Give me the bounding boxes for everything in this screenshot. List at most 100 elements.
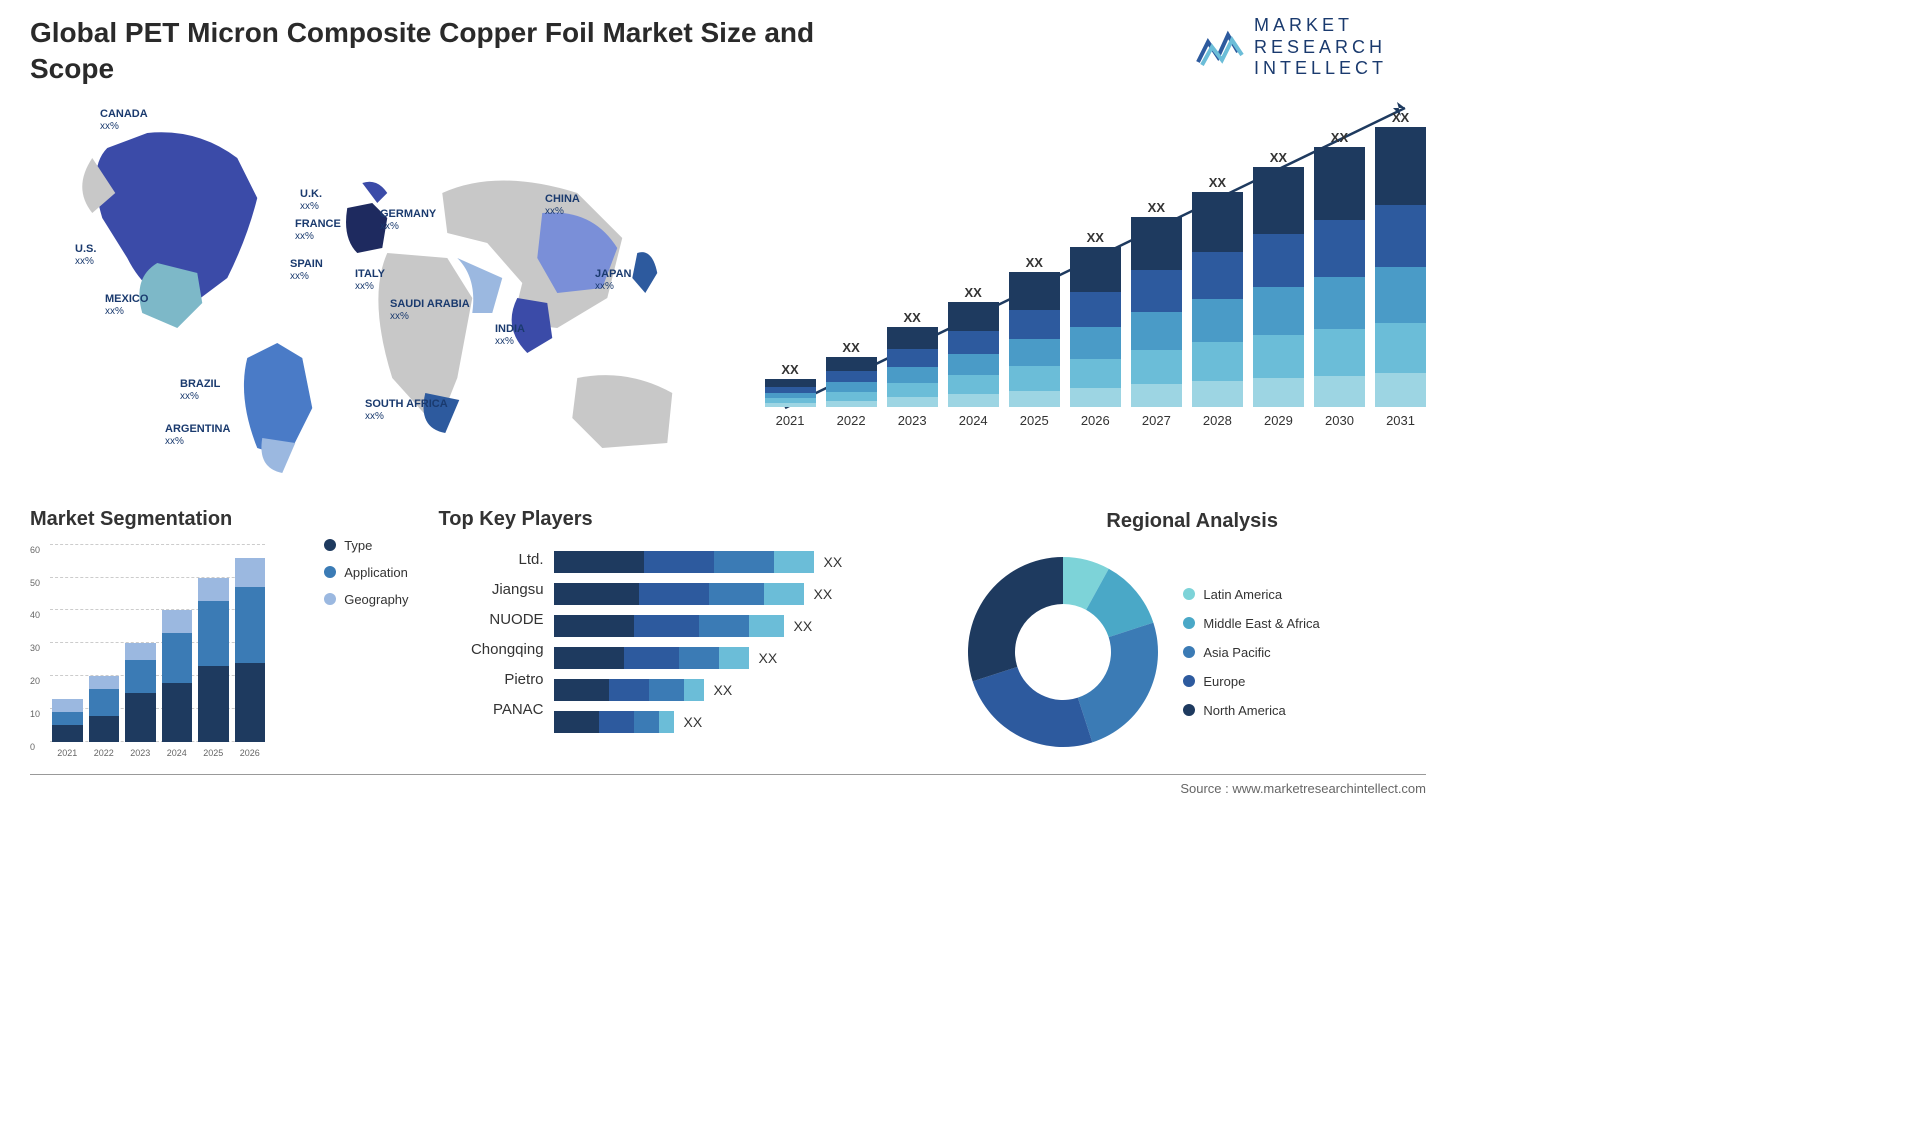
player-bar-row: XX [554,647,929,669]
legend-label: Middle East & Africa [1203,616,1319,631]
seg-year: 2022 [94,748,114,758]
growth-bar-value: XX [842,340,859,355]
country-label: GERMANYxx% [380,208,436,232]
growth-bar: XX2030 [1314,130,1365,428]
country-label: INDIAxx% [495,323,525,347]
growth-bar: XX2028 [1192,175,1243,428]
growth-bar-value: XX [965,285,982,300]
segmentation-chart: 0102030405060 202120222023202420252026 [30,545,265,760]
growth-bar-year: 2031 [1386,413,1415,428]
seg-bar: 2024 [162,610,193,741]
player-name: Chongqing [439,641,544,658]
player-bar-row: XX [554,551,929,573]
logo-line2: RESEARCH [1254,37,1387,59]
country-label: BRAZILxx% [180,378,220,402]
seg-bar: 2022 [89,676,120,742]
segmentation-title: Market Segmentation [30,508,309,531]
player-name: Pietro [439,671,544,688]
country-label: CANADAxx% [100,108,148,132]
growth-chart: XX2021XX2022XX2023XX2024XX2025XX2026XX20… [765,98,1426,458]
regional-panel: Regional Analysis Latin America Middle Ea… [958,508,1426,760]
player-value: XX [814,586,833,602]
growth-bar-year: 2024 [959,413,988,428]
player-value: XX [759,650,778,666]
regional-donut [958,547,1168,757]
legend-label: Latin America [1203,587,1282,602]
legend-dot-icon [324,539,336,551]
source-line: Source : www.marketresearchintellect.com [30,774,1426,796]
growth-bar: XX2025 [1009,255,1060,428]
seg-bar: 2023 [125,643,156,742]
legend-label: North America [1203,703,1285,718]
legend-label: Europe [1203,674,1245,689]
seg-legend-item: Geography [324,592,408,607]
seg-ytick: 20 [30,676,40,686]
legend-dot-icon [1183,646,1195,658]
legend-label: Type [344,538,372,553]
seg-ytick: 50 [30,578,40,588]
legend-dot-icon [1183,617,1195,629]
growth-bar: XX 2024 [948,285,999,428]
seg-year: 2023 [130,748,150,758]
seg-year: 2024 [167,748,187,758]
player-value: XX [824,554,843,570]
country-label: ARGENTINAxx% [165,423,230,447]
seg-year: 2025 [203,748,223,758]
country-label: SOUTH AFRICAxx% [365,398,448,422]
growth-bar-value: XX [1209,175,1226,190]
legend-dot-icon [1183,588,1195,600]
growth-bar-value: XX [903,310,920,325]
logo-line1: MARKET [1254,15,1387,37]
growth-bar: XX2021 [765,362,816,428]
country-label: U.K.xx% [300,188,322,212]
world-map-panel: CANADAxx%U.S.xx%MEXICOxx%BRAZILxx%ARGENT… [30,98,725,483]
seg-bar: 2025 [198,578,229,742]
country-label: ITALYxx% [355,268,385,292]
player-bar-row: XX [554,615,929,637]
donut-slice [1078,623,1158,743]
growth-bar: XX 2022 [826,340,877,428]
player-bar-row: XX [554,711,929,733]
player-name: NUODE [439,611,544,628]
growth-bar-year: 2023 [898,413,927,428]
country-label: JAPANxx% [595,268,631,292]
growth-bar-year: 2022 [837,413,866,428]
player-bar-row: XX [554,583,929,605]
donut-slice [968,557,1063,681]
country-label: FRANCExx% [295,218,341,242]
legend-dot-icon [1183,675,1195,687]
segmentation-panel: Market Segmentation 0102030405060 202120… [30,508,409,760]
regional-title: Regional Analysis [958,510,1426,533]
growth-bar-year: 2030 [1325,413,1354,428]
growth-bar-value: XX [1148,200,1165,215]
country-label: SAUDI ARABIAxx% [390,298,470,322]
player-value: XX [794,618,813,634]
growth-bar-year: 2025 [1020,413,1049,428]
header: Global PET Micron Composite Copper Foil … [30,15,1426,88]
segmentation-legend: Type Application Geography [324,508,408,760]
growth-bar-year: 2026 [1081,413,1110,428]
legend-dot-icon [1183,704,1195,716]
regional-legend-item: Europe [1183,674,1319,689]
legend-dot-icon [324,593,336,605]
seg-ytick: 60 [30,545,40,555]
bottom-row: Market Segmentation 0102030405060 202120… [30,508,1426,760]
growth-bar: XX 2023 [887,310,938,428]
logo: MARKET RESEARCH INTELLECT [1196,15,1426,80]
growth-bar: XX2026 [1070,230,1121,428]
player-bar-row: XX [554,679,929,701]
growth-chart-panel: XX2021XX2022XX2023XX2024XX2025XX2026XX20… [765,98,1426,483]
country-label: U.S.xx% [75,243,96,267]
player-name: PANAC [439,701,544,718]
seg-ytick: 30 [30,643,40,653]
player-value: XX [684,714,703,730]
growth-bar: XX2031 [1375,110,1426,428]
legend-label: Application [344,565,408,580]
growth-bar: XX2029 [1253,150,1304,428]
seg-ytick: 0 [30,742,35,752]
seg-ytick: 10 [30,709,40,719]
seg-year: 2021 [57,748,77,758]
players-panel: Top Key Players Ltd.JiangsuNUODEChongqin… [439,508,929,760]
seg-legend-item: Application [324,565,408,580]
top-row: CANADAxx%U.S.xx%MEXICOxx%BRAZILxx%ARGENT… [30,98,1426,483]
